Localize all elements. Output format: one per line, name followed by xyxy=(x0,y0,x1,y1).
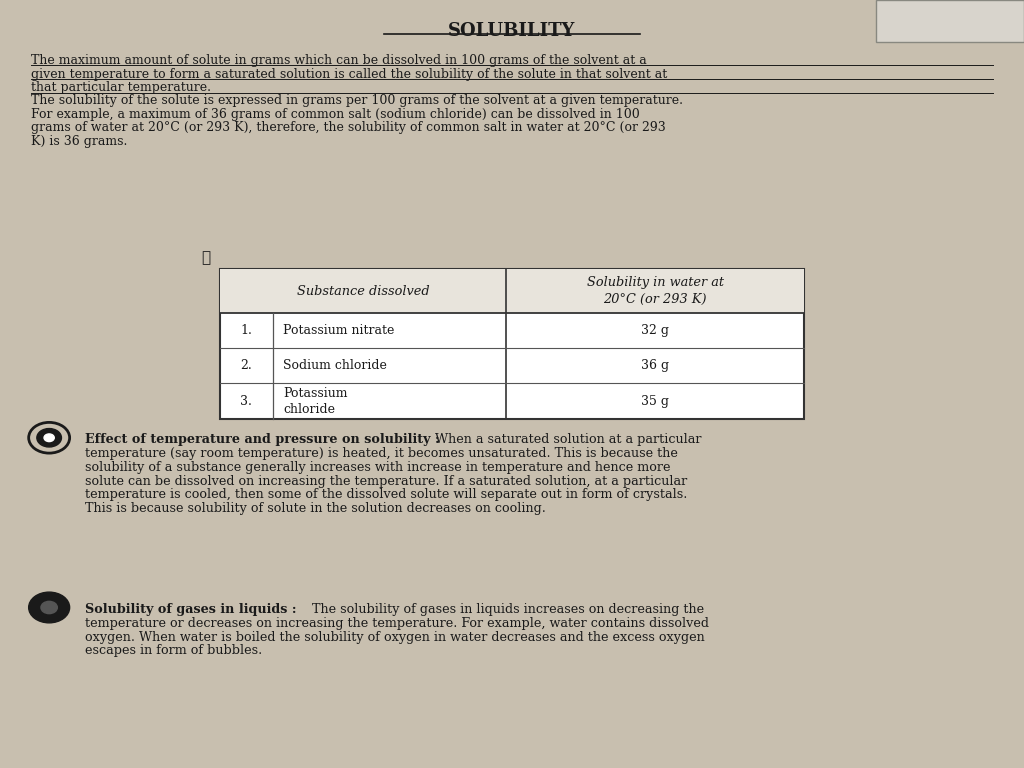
Text: temperature or decreases on increasing the temperature. For example, water conta: temperature or decreases on increasing t… xyxy=(85,617,709,630)
Text: This is because solubility of solute in the solution decreases on cooling.: This is because solubility of solute in … xyxy=(85,502,546,515)
Text: solubility of a substance generally increases with increase in temperature and h: solubility of a substance generally incr… xyxy=(85,461,671,474)
Text: Potassium
chloride: Potassium chloride xyxy=(283,386,347,415)
Text: K) is 36 grams.: K) is 36 grams. xyxy=(31,135,127,148)
Text: Sodium chloride: Sodium chloride xyxy=(283,359,387,372)
Text: grams of water at 20°C (or 293 K), therefore, the solubility of common salt in w: grams of water at 20°C (or 293 K), there… xyxy=(31,121,666,134)
Text: The maximum amount of solute in grams which can be dissolved in 100 grams of the: The maximum amount of solute in grams wh… xyxy=(31,54,646,67)
Text: Solubility of gases in liquids :: Solubility of gases in liquids : xyxy=(85,603,301,616)
Text: escapes in form of bubbles.: escapes in form of bubbles. xyxy=(85,644,262,657)
Text: 1.: 1. xyxy=(241,324,252,337)
Text: 3.: 3. xyxy=(241,395,252,408)
Text: When a saturated solution at a particular: When a saturated solution at a particula… xyxy=(435,433,701,446)
Text: For example, a maximum of 36 grams of common salt (sodium chloride) can be disso: For example, a maximum of 36 grams of co… xyxy=(31,108,639,121)
Text: oxygen. When water is boiled the solubility of oxygen in water decreases and the: oxygen. When water is boiled the solubil… xyxy=(85,631,705,644)
Circle shape xyxy=(41,601,57,614)
Text: Potassium nitrate: Potassium nitrate xyxy=(283,324,394,337)
Text: solute can be dissolved on increasing the temperature. If a saturated solution, : solute can be dissolved on increasing th… xyxy=(85,475,687,488)
Bar xyxy=(876,0,1024,42)
Circle shape xyxy=(37,429,61,447)
Text: Substance dissolved: Substance dissolved xyxy=(297,285,429,297)
Text: SOLUBILITY: SOLUBILITY xyxy=(449,22,575,39)
Text: temperature is cooled, then some of the dissolved solute will separate out in fo: temperature is cooled, then some of the … xyxy=(85,488,687,502)
Text: 36 g: 36 g xyxy=(641,359,669,372)
Circle shape xyxy=(29,592,70,623)
Bar xyxy=(220,269,804,419)
Bar xyxy=(220,269,804,313)
Text: 35 g: 35 g xyxy=(641,395,669,408)
Text: ✗: ✗ xyxy=(201,251,210,265)
Text: Solubility in water at
20°C (or 293 K): Solubility in water at 20°C (or 293 K) xyxy=(587,276,724,306)
Text: The solubility of the solute is expressed in grams per 100 grams of the solvent : The solubility of the solute is expresse… xyxy=(31,94,683,107)
Text: The solubility of gases in liquids increases on decreasing the: The solubility of gases in liquids incre… xyxy=(312,603,705,616)
Text: 2.: 2. xyxy=(241,359,252,372)
Text: given temperature to form a saturated solution is called the solubility of the s: given temperature to form a saturated so… xyxy=(31,68,667,81)
Text: that particular temperature.: that particular temperature. xyxy=(31,81,211,94)
Text: Effect of temperature and pressure on solubility :: Effect of temperature and pressure on so… xyxy=(85,433,444,446)
Circle shape xyxy=(44,434,54,442)
Text: temperature (say room temperature) is heated, it becomes unsaturated. This is be: temperature (say room temperature) is he… xyxy=(85,447,678,460)
Text: 32 g: 32 g xyxy=(641,324,669,337)
